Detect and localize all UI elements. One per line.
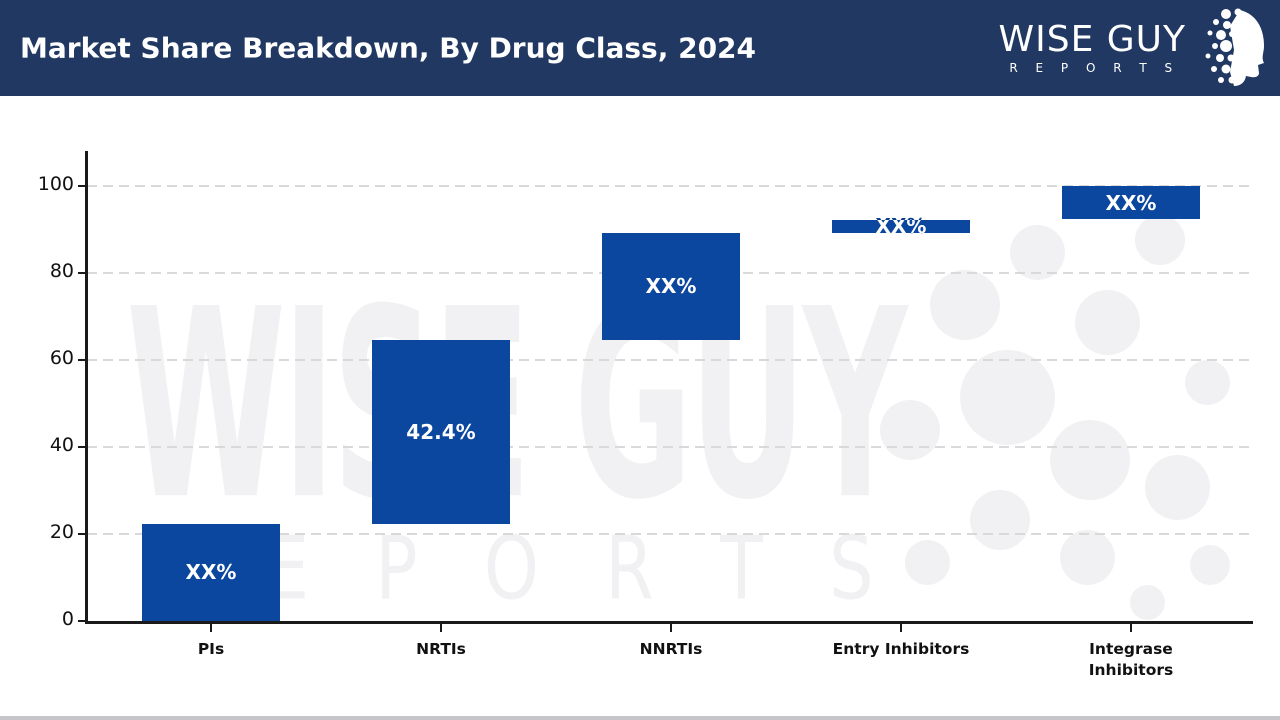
bar-label-clip: XX% xyxy=(142,524,280,621)
bar-label-clip: XX% xyxy=(602,233,740,340)
bar-value-label-outside: XX% xyxy=(645,274,697,299)
gridline-100 xyxy=(87,185,1253,187)
y-tick-mark-20 xyxy=(78,533,87,535)
x-tick-mark-entry-inhibitors xyxy=(900,624,902,632)
bar-nnrtis: XX% XX% xyxy=(602,232,740,340)
y-tick-mark-40 xyxy=(78,446,87,448)
watermark-wordmark: WISE GUY xyxy=(126,254,908,559)
chart-title: Market Share Breakdown, By Drug Class, 2… xyxy=(20,31,757,65)
y-tick-label-80: 80 xyxy=(49,260,74,282)
bar-value-label-outside: XX% xyxy=(185,560,237,585)
y-tick-mark-0 xyxy=(78,620,87,622)
bar-value-label: XX% xyxy=(185,560,237,585)
bar-value-label-outside: XX% xyxy=(875,214,927,239)
bar-pis: XX% XX% xyxy=(142,523,280,621)
y-tick-label-100: 100 xyxy=(37,173,74,195)
bar-value-label: XX% xyxy=(875,219,927,233)
bar-value-label-outside: 42.4% xyxy=(406,419,476,444)
gridline-20 xyxy=(87,533,1253,535)
y-axis-line xyxy=(85,150,88,624)
gridline-40 xyxy=(87,446,1253,448)
brand-logo-line2: R E P O R T S xyxy=(1009,60,1180,75)
bar-nrtis: 42.4% 42.4% xyxy=(372,339,510,524)
x-category-label-entry-inhibitors: Entry Inhibitors xyxy=(832,640,970,658)
x-tick-mark-nrtis xyxy=(440,624,442,632)
brand-logo-line1: WISE GUY xyxy=(998,18,1186,60)
y-tick-mark-100 xyxy=(78,185,87,187)
bar-entry-inhibitors: XX% XX% xyxy=(832,214,970,238)
y-tick-label-40: 40 xyxy=(49,434,74,456)
x-category-label-integrase-inhibitors: Integrase Inhibitors xyxy=(1088,640,1174,679)
bar-value-label-outside: XX% xyxy=(1105,190,1157,215)
bar-label-clip: XX% xyxy=(1062,186,1200,219)
x-tick-mark-integrase-inhibitors xyxy=(1130,624,1132,632)
x-tick-mark-nnrtis xyxy=(670,624,672,632)
y-tick-label-60: 60 xyxy=(49,347,74,369)
bar-label-clip: 42.4% xyxy=(372,340,510,524)
x-category-label-pis: PIs xyxy=(197,640,225,658)
bar-value-label: 42.4% xyxy=(406,419,476,444)
y-tick-mark-60 xyxy=(78,359,87,361)
x-category-label-nnrtis: NNRTIs xyxy=(639,640,703,658)
brand-logo-text: WISE GUY R E P O R T S xyxy=(998,18,1187,75)
logo-head-icon xyxy=(1205,8,1264,86)
y-tick-label-0: 0 xyxy=(61,608,74,630)
bar-value-label: XX% xyxy=(1105,190,1157,215)
x-tick-mark-pis xyxy=(210,624,212,632)
gridline-60 xyxy=(87,359,1253,361)
y-tick-label-20: 20 xyxy=(49,521,74,543)
bar-integrase-inhibitors: XX% XX% xyxy=(1062,186,1200,220)
brand-logo: WISE GUY R E P O R T S xyxy=(999,6,1267,90)
x-category-label-nrtis: NRTIs xyxy=(416,640,466,658)
y-tick-mark-80 xyxy=(78,272,87,274)
bottom-rule xyxy=(0,716,1280,720)
bar-label-clip: XX% xyxy=(832,220,970,233)
bar-value-label: XX% xyxy=(645,274,697,299)
header-bar: Market Share Breakdown, By Drug Class, 2… xyxy=(0,0,1280,96)
x-axis-line xyxy=(85,621,1253,624)
